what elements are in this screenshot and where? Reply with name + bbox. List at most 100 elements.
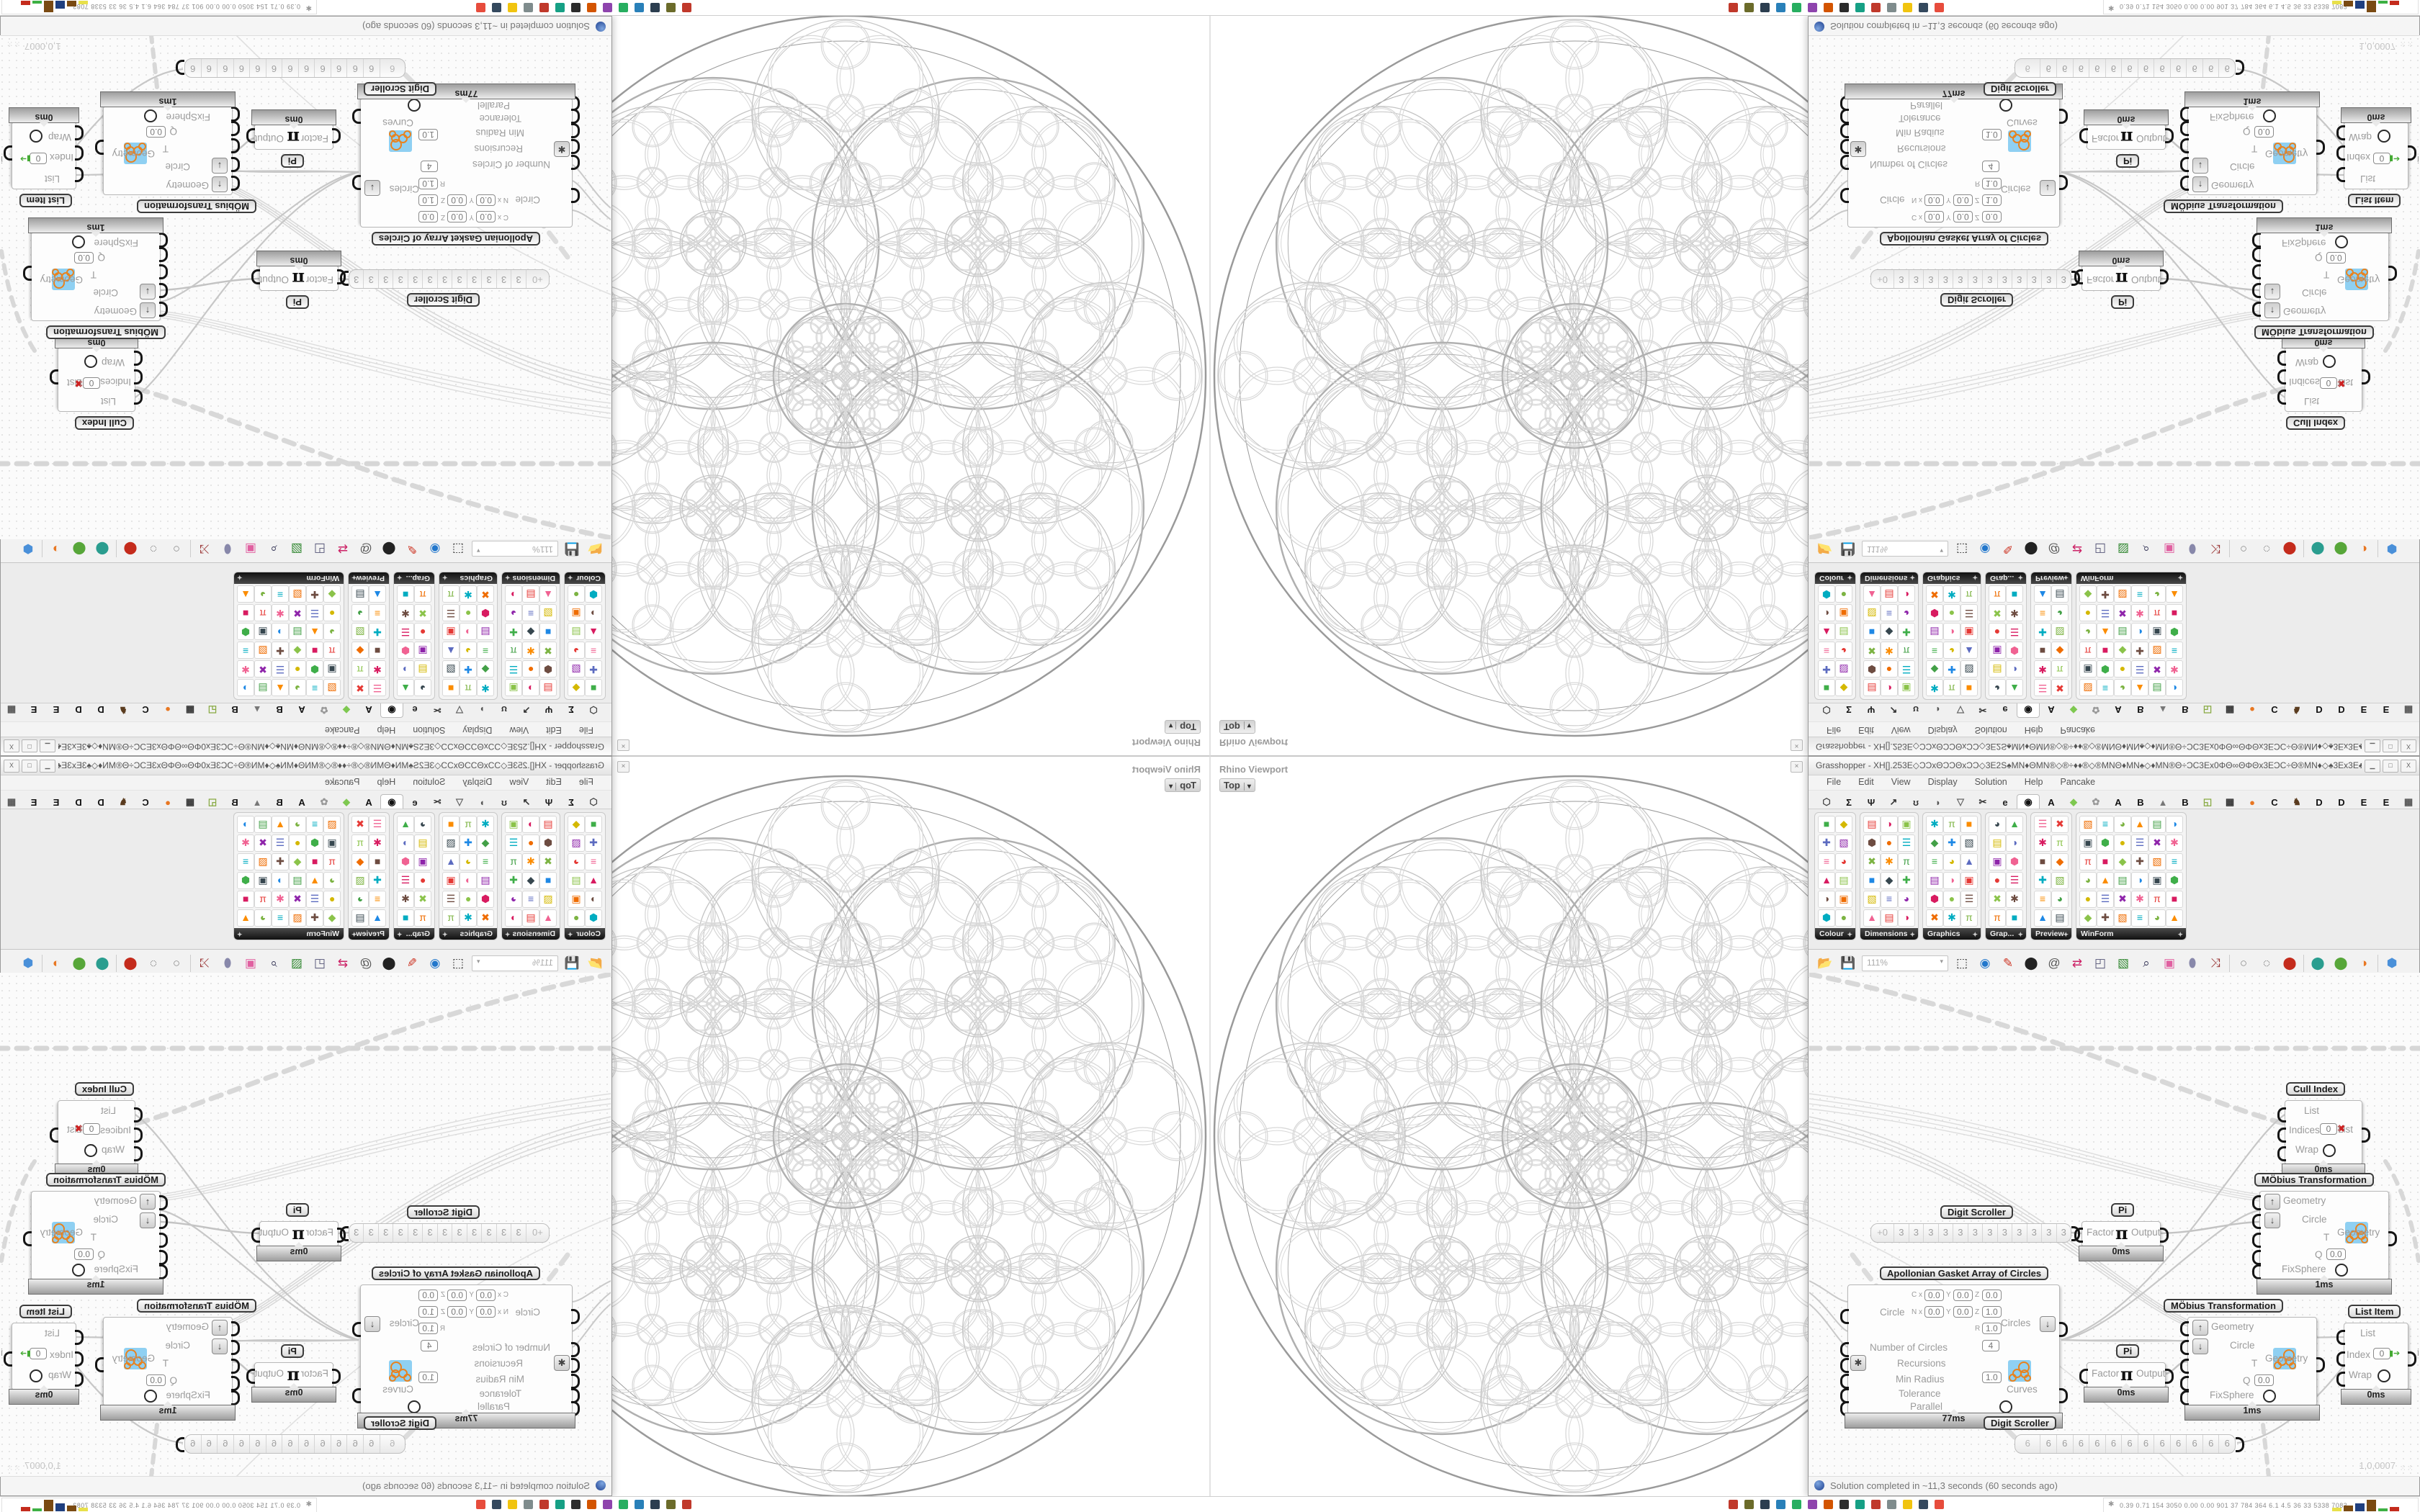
tab-5[interactable]: ◗ [479,704,485,715]
out-port[interactable] [2316,1357,2325,1372]
tab-2[interactable]: Ψ [1867,797,1876,808]
out-port[interactable] [2408,145,2416,161]
digit-cell[interactable]: 6 [298,1435,315,1453]
component-icon[interactable]: ✖ [2051,816,2069,833]
component-icon[interactable]: ⬢ [1818,909,1835,927]
toolbar-sketch-pen-icon[interactable]: ✎ [2002,956,2014,970]
component-icon[interactable]: ▤ [2051,909,2069,927]
component-icon[interactable]: ● [568,585,585,603]
flatten-icon[interactable]: ↑ [2264,1194,2280,1210]
component-icon[interactable]: ● [1835,585,1852,603]
component-icon[interactable]: ≡ [272,585,289,603]
value-box[interactable]: 0.0 [476,194,496,206]
component-icon[interactable]: ≡ [2034,604,2051,621]
in-port[interactable] [75,1330,84,1345]
component-icon[interactable]: ◕ [289,816,306,833]
component-icon[interactable]: ▤ [539,816,557,833]
component-icon[interactable]: ◆ [1926,660,1943,678]
out-port[interactable] [23,266,32,281]
component-icon[interactable]: ◕ [1989,679,2006,696]
component-icon[interactable]: ▣ [1898,816,1915,833]
node-canvas[interactable]: Cull Index List Indices 0 ✖ Wrap 0ms List MÖbius… [1809,35,2420,539]
in-port[interactable] [159,1264,168,1279]
value-box[interactable]: 1.0 [418,178,438,189]
component-icon[interactable]: ● [414,872,431,889]
graft-icon[interactable]: ↓ [2264,284,2280,300]
component-icon[interactable]: ◕ [460,642,477,659]
toolbar-select-green-icon[interactable]: ⬤ [2334,956,2348,970]
component-icon[interactable]: ■ [539,872,557,889]
digit-cell[interactable]: 3 [452,1224,467,1242]
digit-cell[interactable]: 6 [2154,1435,2170,1453]
component-icon[interactable]: ✖ [289,891,306,908]
component-icon[interactable]: ◆ [2051,642,2069,659]
component-icon[interactable]: ✖ [1863,853,1881,870]
cull-index-label[interactable]: Cull Index [2286,416,2346,430]
in-port[interactable] [159,283,168,298]
component-icon[interactable]: ▲ [1818,872,1835,889]
component-icon[interactable]: ✱ [460,585,477,603]
parallel-toggle[interactable] [1999,1400,2012,1413]
tab-3[interactable]: ↗ [522,796,531,807]
out-port[interactable] [2388,266,2397,281]
component-icon[interactable]: ● [289,834,306,852]
toolbar-preview-eye-icon[interactable]: ◉ [429,542,441,556]
component-icon[interactable]: ▤ [1926,872,1943,889]
component-icon[interactable]: ▲ [237,585,254,603]
component-icon[interactable]: ⬢ [477,891,494,908]
digit-cell[interactable]: 3 [2056,1224,2071,1242]
out-port[interactable] [2165,1369,2174,1384]
flatten-icon[interactable]: ↑ [212,176,228,192]
component-icon[interactable]: π [460,816,477,833]
component-icon[interactable]: π [460,679,477,696]
wrap-toggle[interactable] [2323,1144,2336,1157]
component-icon[interactable]: ◑ [1818,891,1835,908]
toolbar-select-orange-icon[interactable]: ◑ [52,956,60,970]
toolbar-select-teal-icon[interactable]: ⬤ [95,956,109,970]
tab-24[interactable]: E [2360,704,2367,715]
component-icon[interactable]: ✱ [1943,909,1960,927]
taskbar-icon[interactable] [1729,3,1738,12]
value-box[interactable]: 0.0 [1982,1290,2002,1301]
component-icon[interactable]: ◆ [477,834,494,852]
chevron-down-icon[interactable]: ▾ [477,547,480,554]
component-icon[interactable]: ◕ [2148,909,2166,927]
value-box[interactable]: 0.0 [1953,1290,1973,1301]
out-port[interactable] [2388,1231,2397,1246]
component-icon[interactable]: ◕ [351,891,369,908]
component-icon[interactable]: ■ [2166,891,2183,908]
component-icon[interactable]: ✱ [1943,585,1960,603]
component-icon[interactable]: ◕ [2051,604,2069,621]
toolbar-find-icon[interactable]: ⌕ [270,542,277,556]
apollonian-gasket-array-label[interactable]: Apollonian Gasket Array of Circles [371,232,540,246]
taskbar-icon[interactable] [1792,3,1801,12]
toolbar-mail-icon[interactable]: @ [2048,542,2061,556]
mobius-transformation-2-label[interactable]: MÖbius Transformation [2164,1299,2283,1313]
expand-icon[interactable]: ✦ [505,931,511,938]
palette-group-label[interactable]: Preview ✦ [2031,928,2071,940]
in-port[interactable] [231,121,240,136]
tab-22[interactable]: D [97,704,104,715]
index-value[interactable]: 0 [2373,1348,2390,1359]
tab-20[interactable]: C [2271,797,2278,808]
palette-group-label[interactable]: WinForm ✦ [234,572,344,584]
tab-26[interactable]: ▦ [2403,705,2414,716]
cull-index-label[interactable]: Cull Index [2286,1082,2346,1096]
component-icon[interactable]: ▧ [289,585,306,603]
node-pi-2[interactable]: Factor π Output [2087,1362,2166,1388]
digit-scroller-1[interactable]: +0 3 3 3 3 3 3 3 3 3 3 3 3 [1870,1223,2071,1243]
component-icon[interactable]: ◆ [323,909,341,927]
component-icon[interactable]: ▲ [1818,623,1835,640]
out-port[interactable] [251,269,260,284]
tab-14[interactable]: B [276,704,283,715]
tab-16[interactable]: B [231,797,238,808]
fixsphere-toggle[interactable] [144,109,157,122]
toolbar-export-window-icon[interactable]: ◰ [313,956,326,970]
component-icon[interactable]: ▤ [522,909,539,927]
component-icon[interactable]: ◑ [585,891,602,908]
digit-cell[interactable]: 6 [2072,59,2089,77]
component-icon[interactable]: ■ [539,623,557,640]
graft-icon[interactable]: ↓ [212,1338,228,1354]
